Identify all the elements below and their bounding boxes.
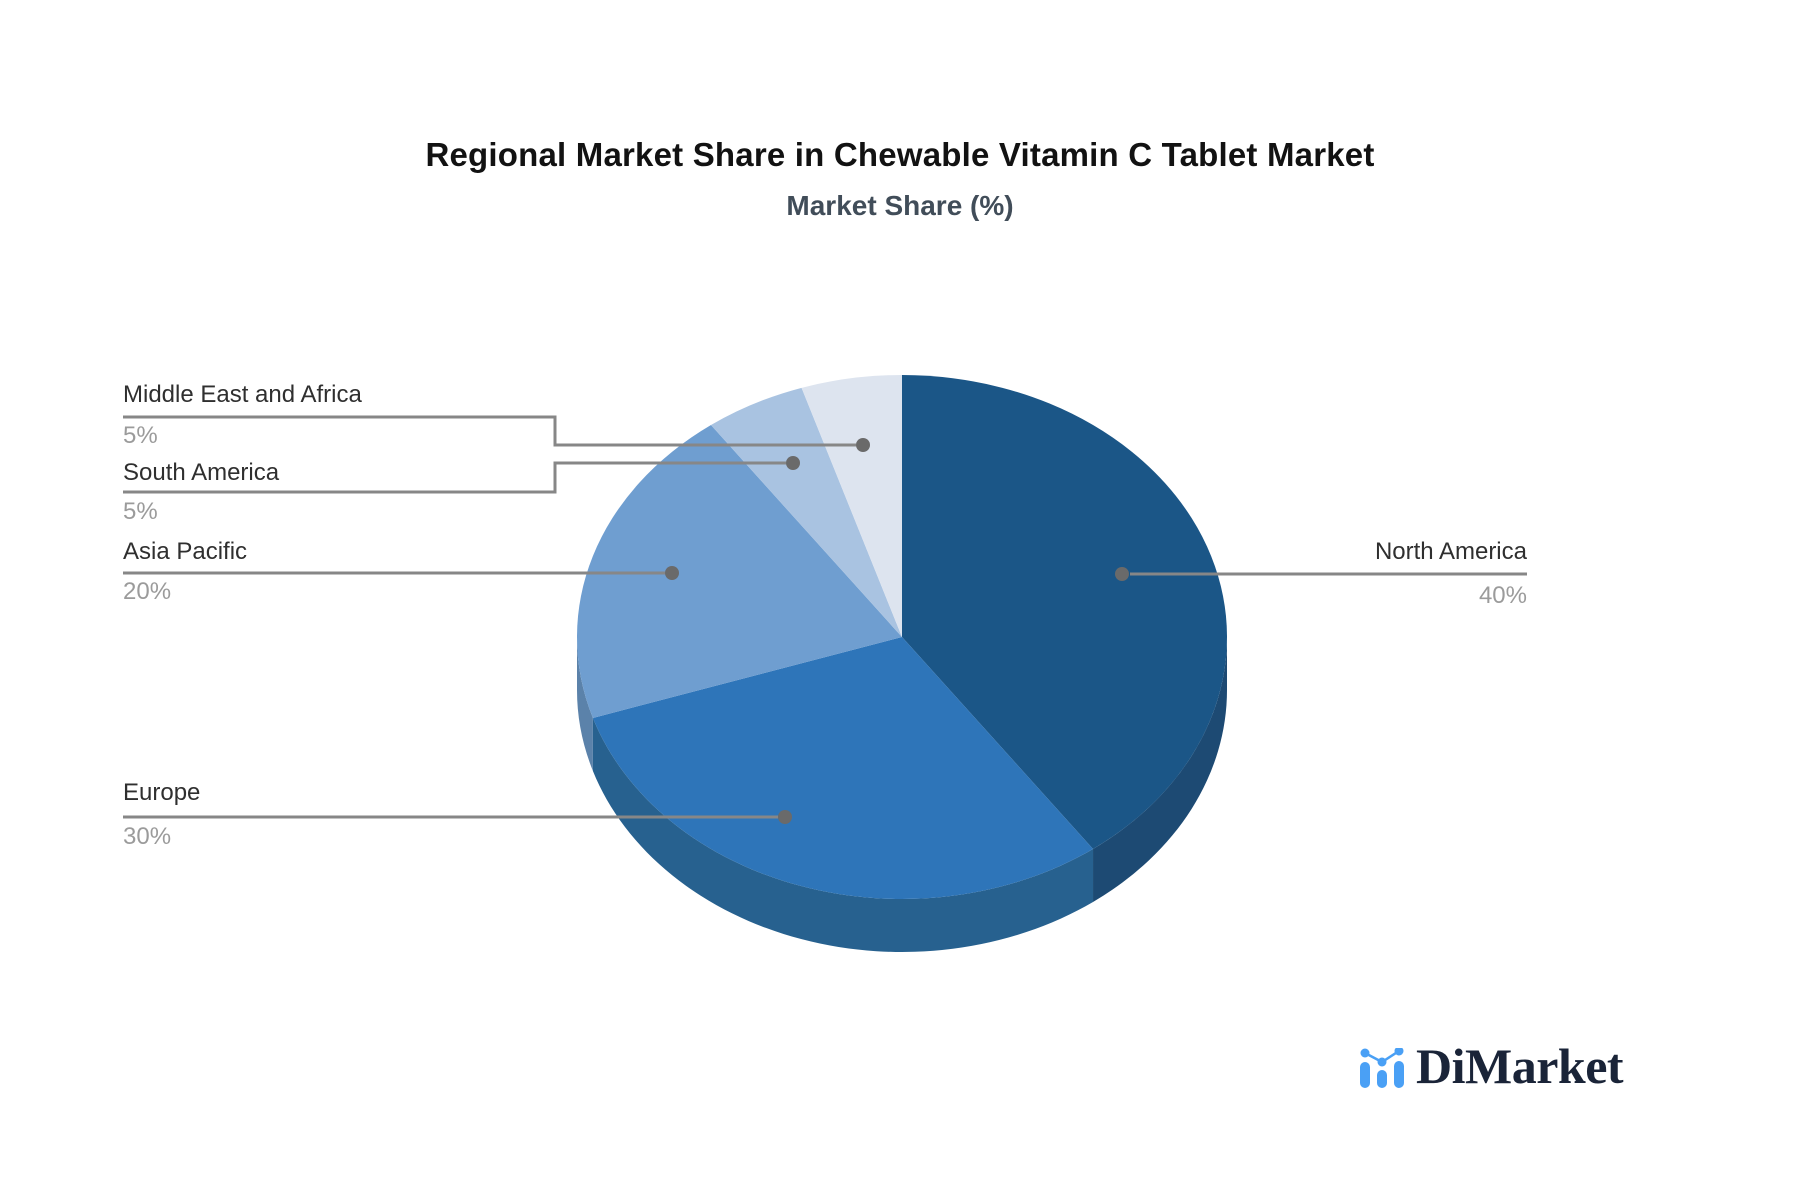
slice-pct-south-america: 5% (123, 498, 158, 525)
bar-chart-logo-icon (1360, 1048, 1404, 1088)
slice-label-europe: Europe (123, 779, 201, 806)
brand-name: DiMarket (1416, 1038, 1624, 1094)
slice-label-middle-east-and-africa: Middle East and Africa (123, 381, 362, 408)
slice-pct-europe: 30% (123, 823, 172, 850)
page-title: Regional Market Share in Chewable Vitami… (425, 136, 1375, 173)
leader-dot-middle-east-and-africa (856, 438, 870, 452)
slice-label-asia-pacific: Asia Pacific (123, 538, 248, 565)
pie-slice-south-america (710, 387, 902, 637)
pie-slice-side-asia-pacific (577, 637, 593, 771)
leader-line-south-america (123, 461, 786, 494)
leader-line-middle-east-and-africa (123, 415, 856, 447)
pie-slice-europe (592, 637, 1094, 899)
pie-slice-side-europe (592, 717, 1094, 953)
brand-logo: DiMarket (1360, 1038, 1624, 1094)
pie-slice-asia-pacific (577, 425, 902, 718)
chart-subtitle: Market Share (%) (786, 190, 1014, 221)
pie-tops (577, 375, 1227, 899)
leader-lines (123, 415, 1527, 824)
pie-sides (577, 637, 1227, 953)
slice-label-north-america: North America (1374, 538, 1527, 565)
pie-slice-side-north-america (1093, 637, 1227, 902)
slice-pct-north-america: 40% (1478, 582, 1527, 609)
leader-dot-north-america (1115, 567, 1129, 581)
slice-pct-middle-east-and-africa: 5% (123, 422, 158, 449)
leader-dot-asia-pacific (665, 566, 679, 580)
pie-slice-middle-east-and-africa (801, 375, 902, 637)
slice-label-south-america: South America (123, 459, 280, 486)
leader-dot-europe (778, 810, 792, 824)
slice-pct-asia-pacific: 20% (123, 578, 172, 605)
leader-dot-south-america (786, 456, 800, 470)
pie-slice-north-america (902, 375, 1227, 849)
